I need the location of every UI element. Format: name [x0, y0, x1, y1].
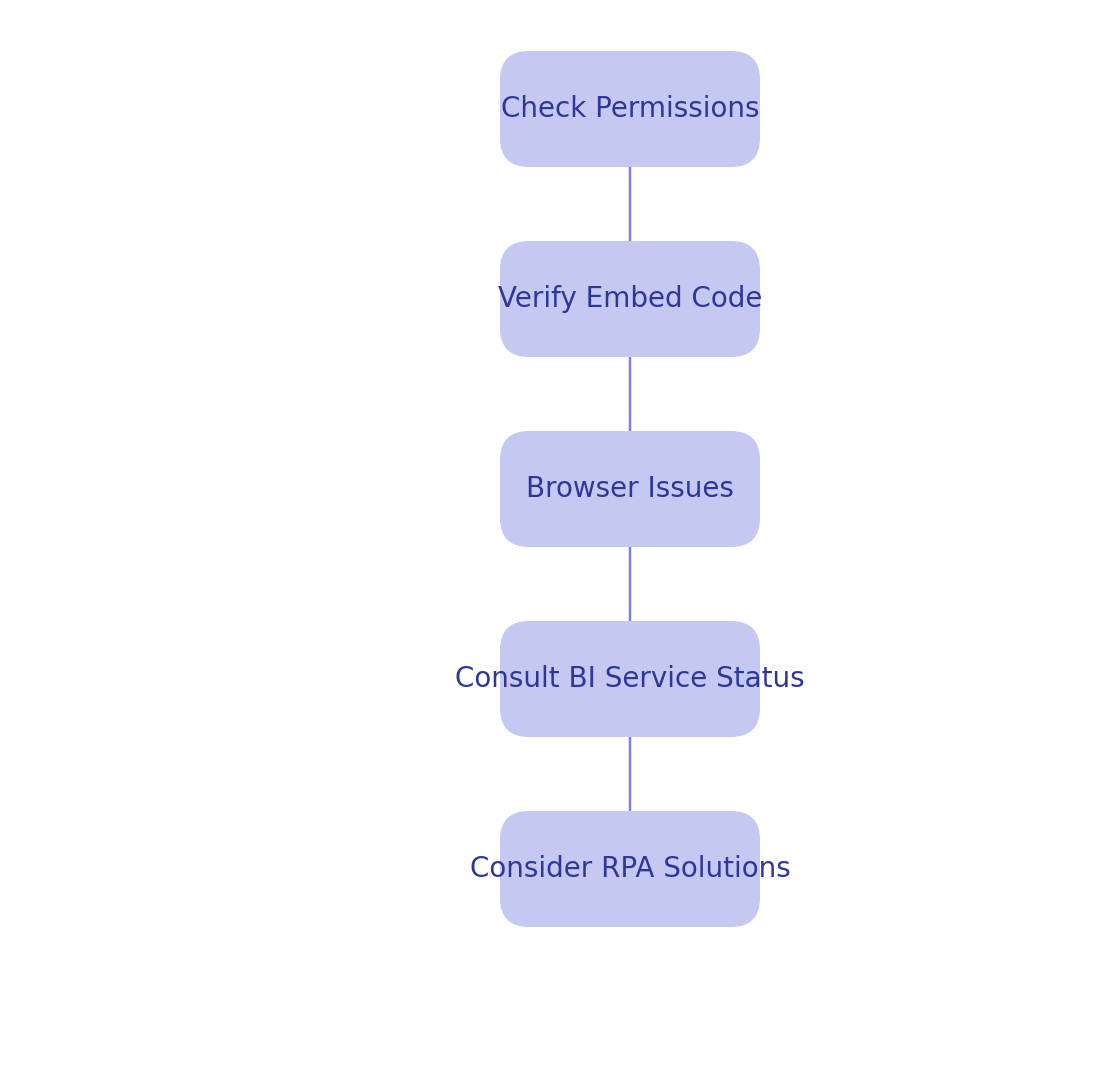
- FancyBboxPatch shape: [500, 811, 760, 927]
- FancyBboxPatch shape: [500, 51, 760, 167]
- Text: Consult BI Service Status: Consult BI Service Status: [455, 665, 805, 693]
- Text: Browser Issues: Browser Issues: [526, 475, 734, 503]
- FancyBboxPatch shape: [500, 621, 760, 738]
- Text: Verify Embed Code: Verify Embed Code: [497, 285, 763, 313]
- Text: Consider RPA Solutions: Consider RPA Solutions: [469, 854, 791, 883]
- Text: Check Permissions: Check Permissions: [501, 95, 759, 123]
- FancyBboxPatch shape: [500, 431, 760, 547]
- FancyBboxPatch shape: [500, 242, 760, 357]
